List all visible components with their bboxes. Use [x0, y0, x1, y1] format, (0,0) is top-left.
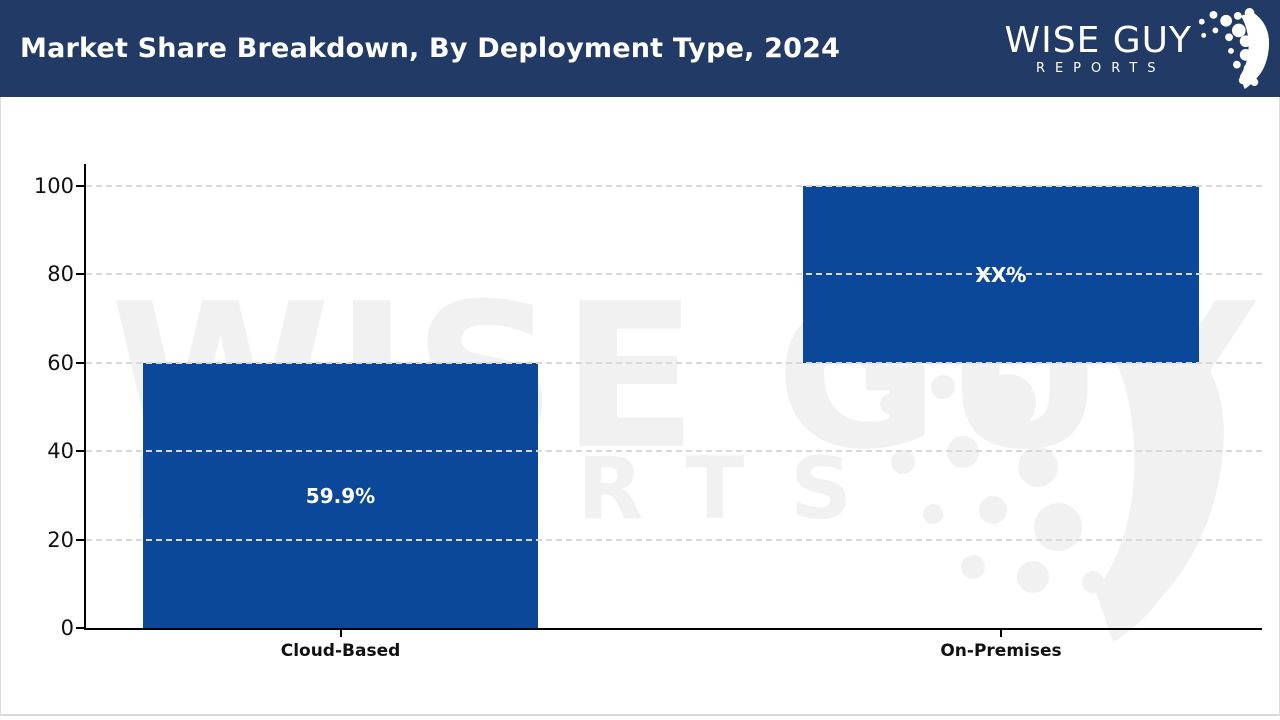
gridline-20 [86, 538, 1262, 541]
x-tick-label-cloud-based: Cloud-Based [280, 641, 401, 661]
y-tick-mark-60 [76, 361, 84, 364]
y-tick-label-40: 40 [47, 439, 74, 464]
bar-value-label-on-premises: XX% [975, 262, 1027, 287]
gridline-100 [86, 185, 1262, 187]
x-tick-label-on-premises: On-Premises [940, 641, 1062, 661]
logo-subtitle: REPORTS [1035, 61, 1166, 77]
gridline-60 [86, 361, 1262, 364]
y-tick-mark-100 [76, 185, 84, 187]
y-tick-label-80: 80 [47, 262, 74, 287]
y-tick-label-0: 0 [60, 616, 74, 640]
y-tick-mark-20 [76, 538, 84, 541]
y-tick-label-20: 20 [47, 527, 74, 552]
y-tick-mark-40 [76, 450, 84, 453]
y-tick-mark-0 [76, 627, 84, 629]
gridline-40 [86, 450, 1262, 453]
x-tick-mark-on-premises [1000, 628, 1002, 637]
y-tick-label-100: 100 [33, 174, 74, 198]
bar-value-label-cloud-based: 59.9% [305, 483, 376, 508]
x-axis [84, 628, 1262, 630]
header: Market Share Breakdown, By Deployment Ty… [0, 0, 1280, 97]
chart-title: Market Share Breakdown, By Deployment Ty… [20, 33, 841, 64]
wise-guy-logo: WISE GUY REPORTS [1005, 8, 1271, 90]
logo-text: WISE GUY REPORTS [1004, 19, 1193, 77]
y-tick-mark-80 [76, 273, 84, 276]
wise-guy-face-icon [1198, 8, 1270, 89]
x-tick-mark-cloud-based [339, 628, 342, 637]
logo-wordmark: WISE GUY [1004, 19, 1192, 61]
gridline-80 [86, 273, 1262, 276]
bar-cloud-based [143, 363, 538, 628]
y-tick-label-60: 60 [47, 350, 74, 375]
y-axis [84, 164, 86, 630]
